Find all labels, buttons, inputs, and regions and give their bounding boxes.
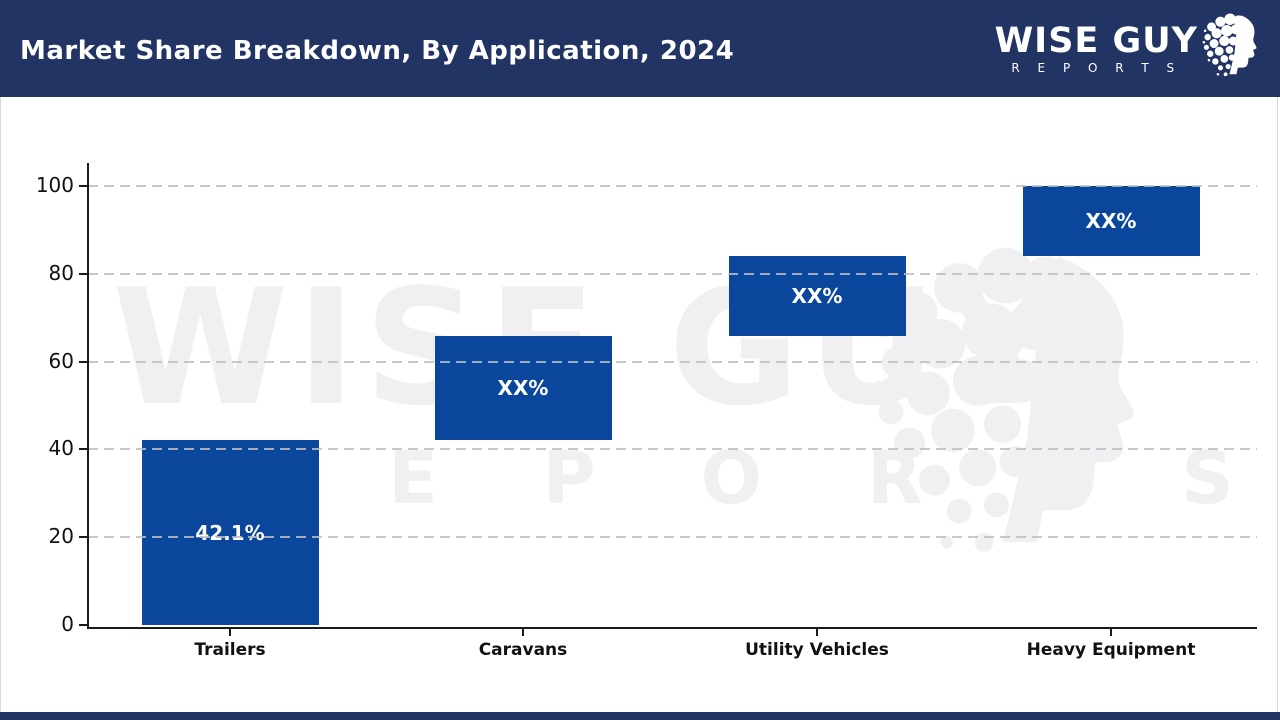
y-tick-label: 100 [35, 173, 74, 197]
gridline [88, 272, 1257, 275]
y-axis-spine [87, 163, 89, 629]
x-tick [1110, 629, 1112, 636]
y-tick [79, 272, 88, 275]
brand-name: WISE GUY [994, 20, 1198, 61]
bar-value-label: 42.1% [195, 520, 265, 545]
bar-value-label: XX% [1085, 209, 1137, 234]
bar-heavy-equipment: XX% [1022, 186, 1200, 257]
y-tick [79, 185, 88, 187]
gridline [88, 448, 1257, 451]
x-tick [522, 629, 524, 636]
y-tick [79, 624, 88, 626]
y-tick-label: 0 [61, 612, 74, 636]
page-title: Market Share Breakdown, By Application, … [20, 36, 735, 66]
x-axis-label-trailers: Trailers [194, 640, 266, 660]
brand-subname: R E P O R T S [1011, 60, 1182, 75]
y-tick-label: 60 [48, 348, 74, 373]
bar-trailers: 42.1% [141, 440, 319, 625]
bar-utility-vehicles: XX% [728, 256, 906, 337]
bar-value-label: XX% [791, 284, 843, 309]
x-tick [816, 629, 818, 636]
x-tick [229, 629, 231, 636]
gridline [88, 536, 1257, 539]
y-tick [79, 360, 88, 363]
footer-bar [0, 712, 1280, 720]
brand-logo: WISE GUY R E P O R T S [995, 12, 1264, 84]
dotted-head-logo-icon [1202, 13, 1257, 77]
x-axis-spine [87, 627, 1257, 629]
x-axis-label-utility-vehicles: Utility Vehicles [745, 640, 889, 660]
bar-caravans: XX% [434, 336, 612, 441]
header-bar: Market Share Breakdown, By Application, … [0, 0, 1280, 97]
x-axis-label-heavy-equipment: Heavy Equipment [1026, 640, 1196, 660]
y-tick-label: 40 [48, 436, 74, 461]
x-axis-label-caravans: Caravans [478, 640, 568, 660]
bar-value-label: XX% [497, 376, 549, 401]
gridline [88, 185, 1257, 187]
y-tick [79, 536, 88, 539]
y-tick-label: 80 [48, 260, 74, 285]
gridline [88, 360, 1257, 363]
y-tick-label: 20 [48, 524, 74, 549]
watermark-dotted-head-icon [872, 247, 1134, 552]
brand-logo-text: WISE GUY R E P O R T S [995, 22, 1198, 75]
y-tick [79, 448, 88, 451]
